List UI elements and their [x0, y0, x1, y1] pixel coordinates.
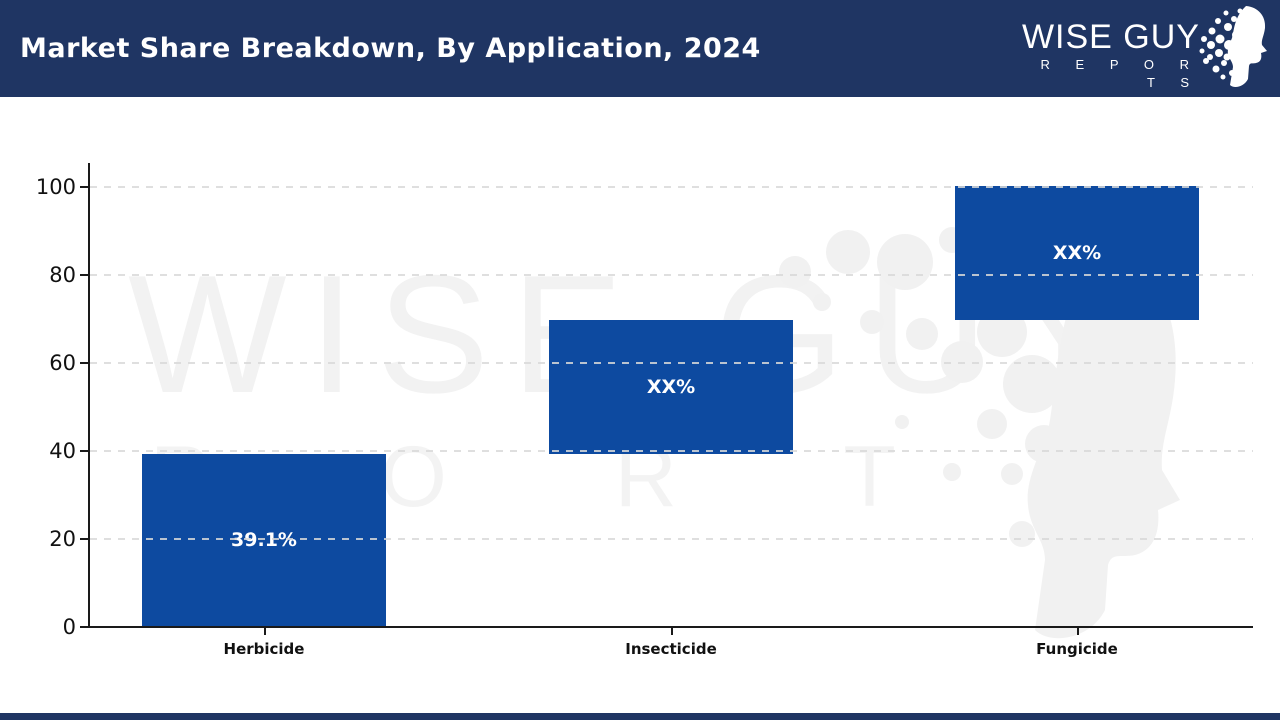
y-tick-100 — [80, 186, 88, 188]
gridline-40 — [90, 450, 1253, 452]
page-title: Market Share Breakdown, By Application, … — [20, 33, 761, 64]
y-tick-20 — [80, 538, 88, 540]
gridline-80 — [90, 274, 1253, 276]
gridline-20 — [90, 538, 1253, 540]
y-tick-40 — [80, 450, 88, 452]
y-tick-label-0: 0 — [62, 615, 76, 639]
y-axis-line — [88, 163, 90, 628]
dotted-face-profile-icon — [1199, 6, 1267, 87]
bar-fungicide: XX% — [955, 186, 1199, 320]
gridline-60 — [90, 362, 1253, 364]
chart-plot-area: 39.1%XX%XX%020406080100HerbicideInsectic… — [0, 97, 1280, 713]
header-bar: Market Share Breakdown, By Application, … — [0, 0, 1280, 97]
logo-subtitle: R E P O R T S — [1040, 57, 1200, 90]
x-label-herbicide: Herbicide — [223, 640, 305, 658]
x-label-insecticide: Insecticide — [625, 640, 717, 658]
y-tick-label-20: 20 — [49, 527, 76, 551]
bar-value-label: XX% — [1052, 241, 1102, 264]
y-tick-0 — [80, 626, 88, 628]
gridline-100 — [90, 186, 1253, 188]
logo-wordmark: WISE GUY — [1021, 18, 1200, 56]
footer-bar — [0, 713, 1280, 720]
x-tick-insecticide — [671, 628, 673, 635]
bar-insecticide: XX% — [549, 319, 793, 454]
x-label-fungicide: Fungicide — [1036, 640, 1118, 658]
x-tick-herbicide — [264, 628, 266, 635]
y-tick-60 — [80, 362, 88, 364]
y-tick-label-60: 60 — [49, 351, 76, 375]
x-axis-line — [88, 626, 1253, 628]
y-tick-80 — [80, 274, 88, 276]
y-tick-label-40: 40 — [49, 439, 76, 463]
x-tick-fungicide — [1077, 628, 1079, 635]
wise-guy-reports-logo: WISE GUY R E P O R T S — [1018, 0, 1268, 97]
y-tick-label-100: 100 — [35, 175, 76, 199]
logo-text: WISE GUY R E P O R T S — [1018, 18, 1200, 92]
bar-value-label: XX% — [646, 375, 696, 398]
y-tick-label-80: 80 — [49, 263, 76, 287]
